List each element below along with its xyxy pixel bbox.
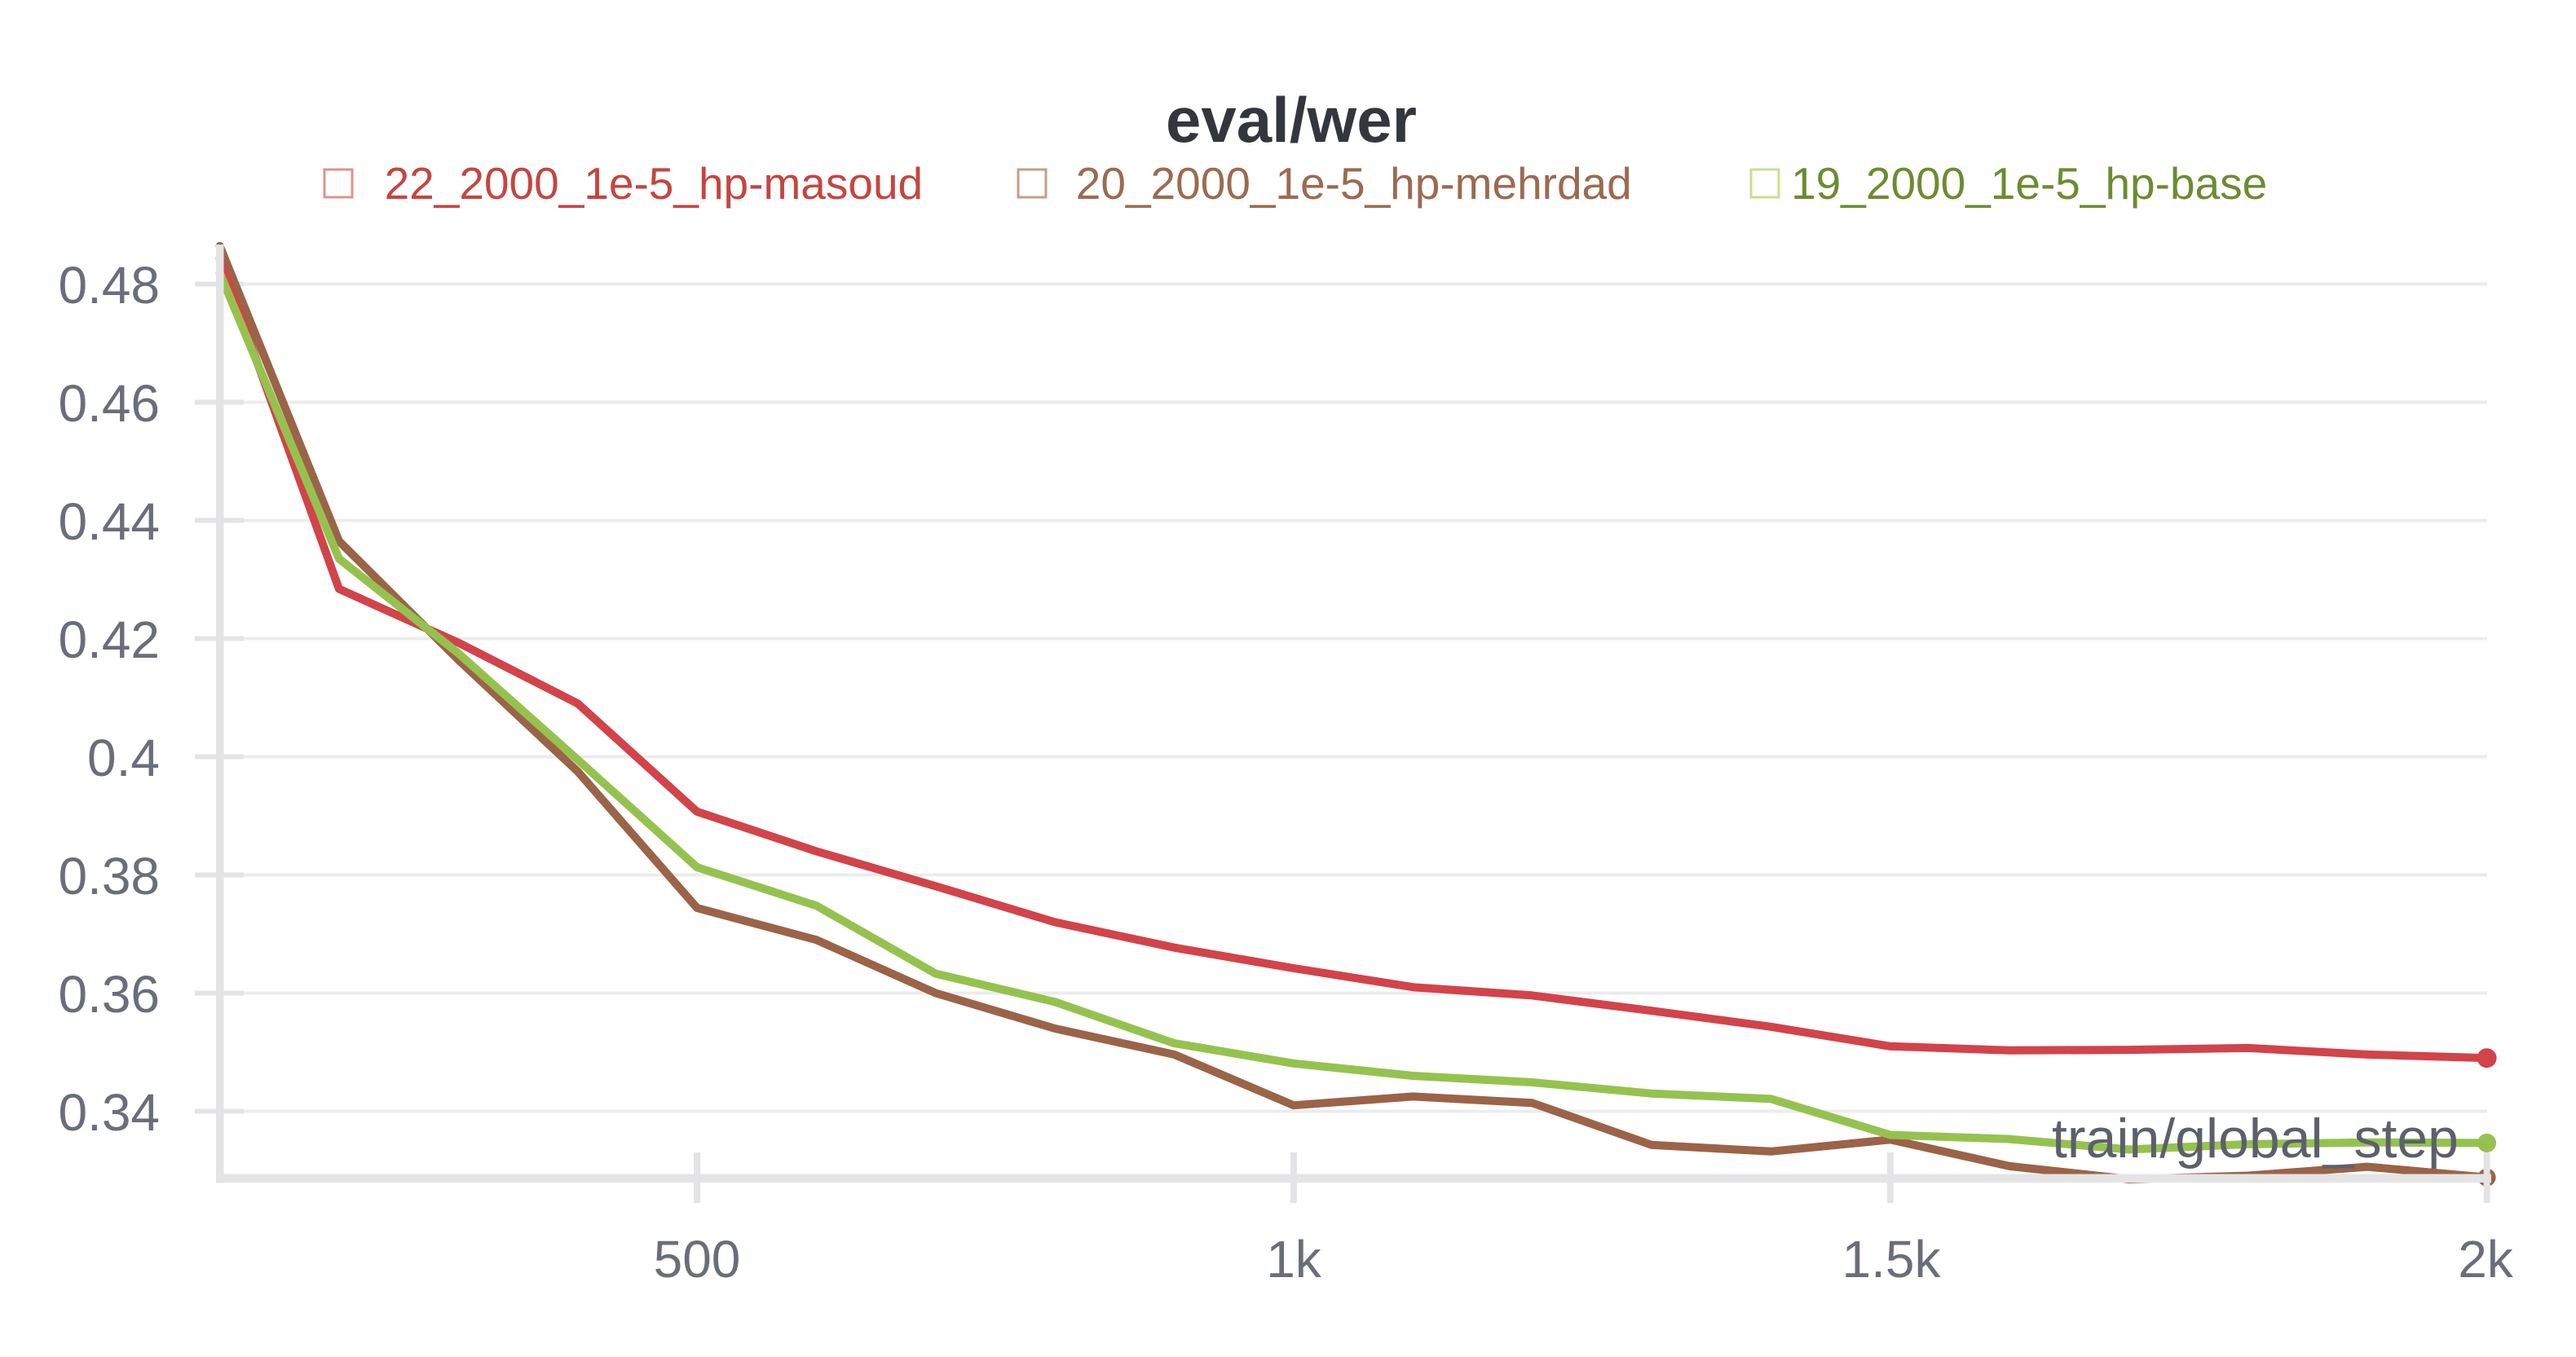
svg-text:22_2000_1e-5_hp-masoud: 22_2000_1e-5_hp-masoud xyxy=(385,158,924,209)
svg-text:0.34: 0.34 xyxy=(58,1083,160,1142)
svg-text:20_2000_1e-5_hp-mehrdad: 20_2000_1e-5_hp-mehrdad xyxy=(1076,158,1632,209)
svg-text:500: 500 xyxy=(654,1230,741,1289)
svg-text:1k: 1k xyxy=(1266,1230,1322,1289)
svg-text:1.5k: 1.5k xyxy=(1842,1230,1942,1289)
svg-text:0.46: 0.46 xyxy=(58,374,160,433)
svg-text:eval/wer: eval/wer xyxy=(1166,84,1417,156)
svg-text:0.4: 0.4 xyxy=(87,729,160,787)
svg-text:19_2000_1e-5_hp-base: 19_2000_1e-5_hp-base xyxy=(1791,158,2267,209)
svg-text:0.42: 0.42 xyxy=(58,610,160,669)
svg-text:2k: 2k xyxy=(2458,1230,2514,1289)
svg-text:0.38: 0.38 xyxy=(58,847,160,905)
svg-text:0.36: 0.36 xyxy=(58,965,160,1024)
svg-text:0.48: 0.48 xyxy=(58,256,160,315)
svg-text:train/global_step: train/global_step xyxy=(2052,1108,2459,1170)
svg-text:0.44: 0.44 xyxy=(58,492,160,551)
